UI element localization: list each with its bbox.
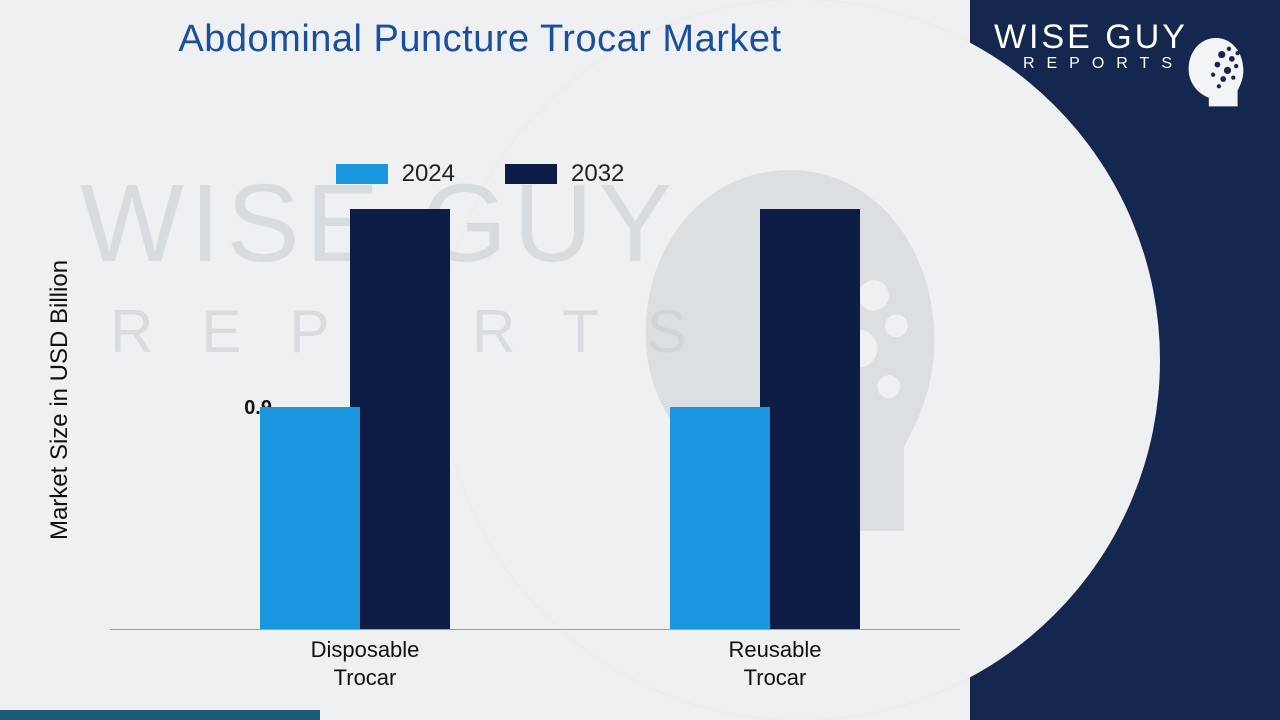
legend-item: 2032 [505, 160, 624, 188]
x-axis-baseline [110, 629, 960, 630]
legend-swatch [336, 164, 388, 184]
chart-legend: 2024 2032 [0, 160, 960, 188]
brand-logo: WISE GUY REPORTS [992, 18, 1252, 73]
brand-head-icon [1180, 34, 1252, 114]
category-label: ReusableTrocar [670, 636, 880, 691]
legend-label: 2024 [402, 160, 455, 188]
brand-name-line2: REPORTS [992, 55, 1188, 73]
bar [670, 407, 770, 629]
brand-name-line1: WISE GUY [992, 18, 1188, 57]
bar [260, 407, 360, 629]
legend-item: 2024 [336, 160, 455, 188]
category-label: DisposableTrocar [260, 636, 470, 691]
chart-canvas: WISE GUY REPORTS Abdominal Puncture Troc… [0, 0, 1280, 720]
legend-label: 2032 [571, 160, 624, 188]
plot-area: DisposableTrocarReusableTrocar0.9 [110, 210, 960, 630]
bottom-accent-strip [0, 710, 320, 720]
y-axis-label: Market Size in USD Billion [46, 190, 74, 610]
bar [760, 209, 860, 629]
chart-title: Abdominal Puncture Trocar Market [0, 18, 960, 61]
bar [350, 209, 450, 629]
legend-swatch [505, 164, 557, 184]
